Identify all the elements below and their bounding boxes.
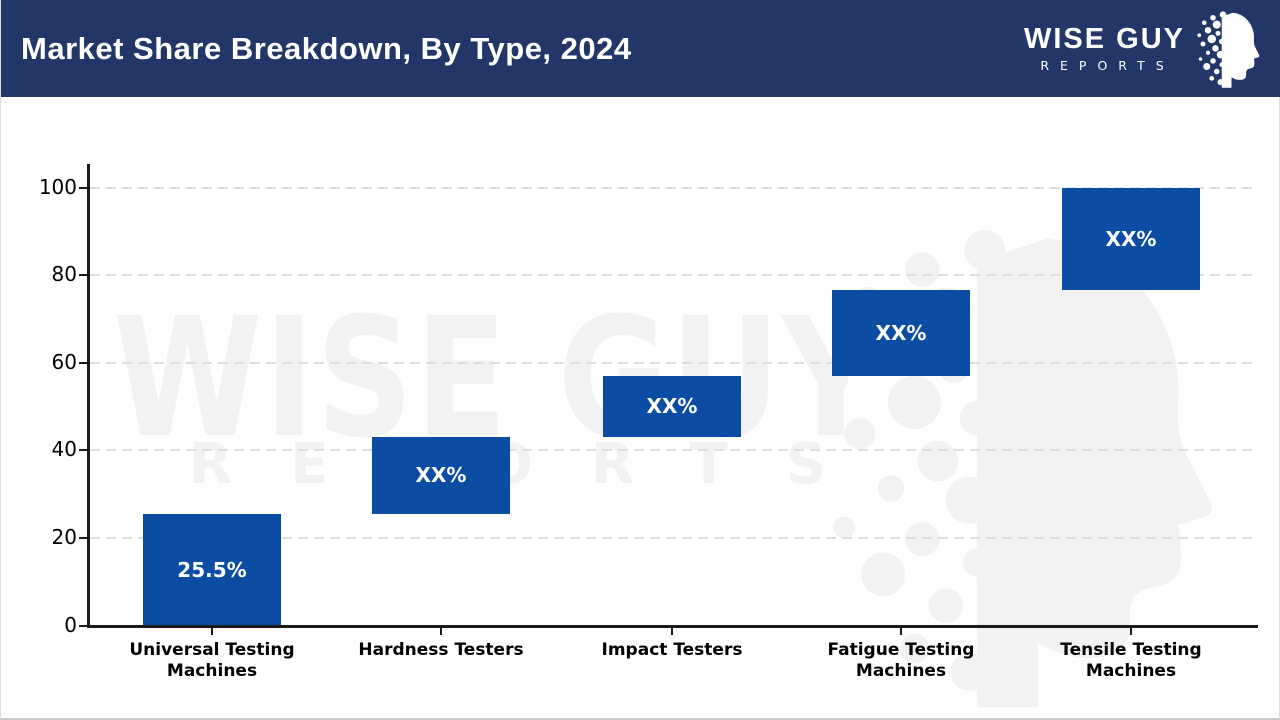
y-tick-mark [79,274,87,277]
y-tick-mark [79,536,87,539]
x-tick-mark [440,627,442,635]
y-tick-label: 60 [51,349,77,374]
x-tick-mark [1130,627,1132,635]
gridline [90,361,1258,364]
gridline [90,186,1258,189]
y-tick-label: 0 [64,612,77,637]
bar-value-label: XX% [646,394,698,419]
x-axis-category-label: Impact Testers [601,640,743,660]
gridline [90,449,1258,452]
gridline [90,274,1258,277]
y-tick-mark [79,361,87,364]
x-axis-category-label: Fatigue Testing Machines [827,640,975,681]
y-tick-label: 40 [51,437,77,462]
waterfall-bar: XX% [832,290,970,376]
y-tick-mark [79,449,87,452]
x-axis-category-label: Tensile Testing Machines [1060,640,1202,681]
waterfall-bar: XX% [372,437,510,514]
y-axis-line [87,164,90,627]
y-tick-label: 80 [51,262,77,287]
logo-wordmark: WISE GUY [1023,22,1185,55]
y-tick-mark [79,624,87,627]
x-axis-category-label: Universal Testing Machines [129,640,295,681]
wise-guy-reports-logo: WISE GUY REPORTS [1024,9,1267,89]
x-axis-category-label: Hardness Testers [358,640,524,660]
page-title: Market Share Breakdown, By Type, 2024 [21,30,632,66]
logo-text: WISE GUY REPORTS [1023,22,1185,73]
x-axis-line [87,625,1258,628]
y-tick-mark [79,186,87,189]
bar-value-label: 25.5% [177,557,247,582]
gridline [90,536,1258,539]
header-bar: Market Share Breakdown, By Type, 2024 WI… [1,0,1280,97]
waterfall-bar: XX% [1062,187,1200,291]
bar-value-label: XX% [875,321,927,346]
waterfall-bar: 25.5% [143,513,281,626]
logo-subtitle: REPORTS [1040,57,1175,73]
x-tick-mark [211,627,213,635]
bar-value-label: XX% [1105,226,1157,251]
y-tick-label: 100 [38,174,77,199]
x-tick-mark [671,627,673,635]
waterfall-bar: XX% [603,375,741,438]
y-tick-label: 20 [51,524,77,549]
dotted-head-logo-icon [1197,10,1260,88]
bar-value-label: XX% [415,463,467,488]
x-tick-mark [900,627,902,635]
